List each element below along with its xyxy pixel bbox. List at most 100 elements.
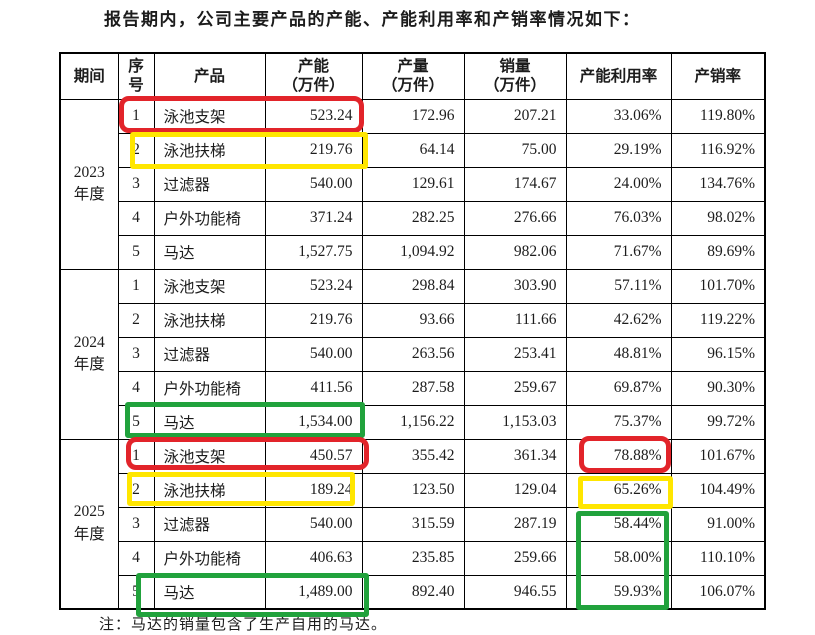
table-row: 4 户外功能椅 371.24 282.25 276.66 76.03% 98.0… xyxy=(60,200,766,236)
cell-output: 263.56 xyxy=(361,336,465,372)
cell-product: 马达 xyxy=(153,574,266,610)
cell-output: 315.59 xyxy=(361,506,465,542)
cell-no: 5 xyxy=(117,404,155,440)
cell-sales: 75.00 xyxy=(463,132,567,168)
cell-no: 1 xyxy=(117,268,155,304)
cell-sales: 207.21 xyxy=(463,98,567,134)
table-row: 4 户外功能椅 406.63 235.85 259.66 58.00% 110.… xyxy=(60,540,766,576)
cell-capacity: 1,527.75 xyxy=(264,234,363,270)
cell-utilization: 76.03% xyxy=(565,200,672,236)
col-header-no: 序号 xyxy=(117,52,155,100)
cell-capacity: 1,489.00 xyxy=(264,574,363,610)
table-row: 2 泳池扶梯 189.24 123.50 129.04 65.26% 104.4… xyxy=(60,472,766,508)
col-header-capacity: 产能 （万件） xyxy=(264,52,363,100)
cell-capacity: 1,534.00 xyxy=(264,404,363,440)
cell-product: 过滤器 xyxy=(153,506,266,542)
cell-product: 泳池支架 xyxy=(153,98,266,134)
cell-capacity: 450.57 xyxy=(264,438,363,474)
cell-no: 1 xyxy=(117,98,155,134)
cell-output: 235.85 xyxy=(361,540,465,576)
cell-utilization: 58.44% xyxy=(565,506,672,542)
cell-utilization: 42.62% xyxy=(565,302,672,338)
cell-utilization: 69.87% xyxy=(565,370,672,406)
cell-sales: 129.04 xyxy=(463,472,567,508)
cell-product: 泳池扶梯 xyxy=(153,472,266,508)
cell-sales: 303.90 xyxy=(463,268,567,304)
cell-sales: 287.19 xyxy=(463,506,567,542)
cell-output: 1,094.92 xyxy=(361,234,465,270)
cell-sales: 174.67 xyxy=(463,166,567,202)
col-header-period: 期间 xyxy=(59,52,119,100)
cell-utilization: 75.37% xyxy=(565,404,672,440)
table-row: 5 马达 1,489.00 892.40 946.55 59.93% 106.0… xyxy=(60,574,766,610)
cell-ratio: 99.72% xyxy=(670,404,766,440)
cell-sales: 982.06 xyxy=(463,234,567,270)
cell-sales: 946.55 xyxy=(463,574,567,610)
cell-product: 户外功能椅 xyxy=(153,540,266,576)
cell-utilization: 33.06% xyxy=(565,98,672,134)
cell-capacity: 540.00 xyxy=(264,166,363,202)
table-row: 2 泳池扶梯 219.76 64.14 75.00 29.19% 116.92% xyxy=(60,132,766,168)
table-row: 5 马达 1,534.00 1,156.22 1,153.03 75.37% 9… xyxy=(60,404,766,440)
cell-product: 过滤器 xyxy=(153,166,266,202)
cell-product: 过滤器 xyxy=(153,336,266,372)
cell-output: 355.42 xyxy=(361,438,465,474)
cell-no: 4 xyxy=(117,200,155,236)
cell-utilization: 58.00% xyxy=(565,540,672,576)
cell-ratio: 98.02% xyxy=(670,200,766,236)
cell-sales: 1,153.03 xyxy=(463,404,567,440)
table-row: 2023 年度 1 泳池支架 523.24 172.96 207.21 33.06… xyxy=(59,98,766,270)
cell-no: 2 xyxy=(117,302,155,338)
table-row: 2 泳池扶梯 219.76 93.66 111.66 42.62% 119.22… xyxy=(60,302,766,338)
cell-no: 3 xyxy=(117,166,155,202)
table-row: 3 过滤器 540.00 263.56 253.41 48.81% 96.15% xyxy=(60,336,766,372)
cell-capacity: 189.24 xyxy=(264,472,363,508)
cell-utilization: 78.88% xyxy=(565,438,672,474)
cell-ratio: 119.22% xyxy=(670,302,766,338)
cell-utilization: 24.00% xyxy=(565,166,672,202)
header-row: 期间 序号 产品 产能 （万件） 产量 （万件） 销量 （万件） 产能利用率 产销率 xyxy=(59,52,766,100)
cell-capacity: 219.76 xyxy=(264,302,363,338)
table-row: 4 户外功能椅 411.56 287.58 259.67 69.87% 90.3… xyxy=(60,370,766,406)
cell-ratio: 116.92% xyxy=(670,132,766,168)
cell-no: 3 xyxy=(117,506,155,542)
intro-text: 报告期内，公司主要产品的产能、产能利用率和产销率情况如下： xyxy=(104,10,641,29)
cell-utilization: 48.81% xyxy=(565,336,672,372)
cell-product: 马达 xyxy=(153,404,266,440)
col-header-sales: 销量 （万件） xyxy=(463,52,567,100)
cell-ratio: 101.67% xyxy=(670,438,766,474)
col-header-ratio: 产销率 xyxy=(670,52,766,100)
cell-product: 马达 xyxy=(153,234,266,270)
cell-capacity: 523.24 xyxy=(264,268,363,304)
cell-ratio: 104.49% xyxy=(670,472,766,508)
cell-ratio: 119.80% xyxy=(670,98,766,134)
table-row: 2024 年度 1 泳池支架 523.24 298.84 303.90 57.11… xyxy=(59,268,766,440)
cell-sales: 276.66 xyxy=(463,200,567,236)
cell-capacity: 540.00 xyxy=(264,506,363,542)
cell-output: 298.84 xyxy=(361,268,465,304)
cell-no: 4 xyxy=(117,540,155,576)
capacity-utilization-table: 期间 序号 产品 产能 （万件） 产量 （万件） 销量 （万件） 产能利用率 产销率 … xyxy=(59,52,766,610)
cell-output: 287.58 xyxy=(361,370,465,406)
cell-output: 1,156.22 xyxy=(361,404,465,440)
period-cell-2023: 2023 年度 xyxy=(59,98,119,270)
cell-no: 2 xyxy=(117,472,155,508)
cell-no: 3 xyxy=(117,336,155,372)
cell-output: 123.50 xyxy=(361,472,465,508)
cell-output: 129.61 xyxy=(361,166,465,202)
cell-output: 172.96 xyxy=(361,98,465,134)
cell-no: 5 xyxy=(117,574,155,610)
cell-capacity: 406.63 xyxy=(264,540,363,576)
table-row: 5 马达 1,527.75 1,094.92 982.06 71.67% 89.… xyxy=(60,234,766,270)
cell-ratio: 91.00% xyxy=(670,506,766,542)
cell-capacity: 371.24 xyxy=(264,200,363,236)
cell-utilization: 59.93% xyxy=(565,574,672,610)
cell-sales: 361.34 xyxy=(463,438,567,474)
cell-ratio: 110.10% xyxy=(670,540,766,576)
cell-ratio: 101.70% xyxy=(670,268,766,304)
cell-output: 64.14 xyxy=(361,132,465,168)
cell-product: 泳池扶梯 xyxy=(153,302,266,338)
table-row: 3 过滤器 540.00 129.61 174.67 24.00% 134.76… xyxy=(60,166,766,202)
col-header-product: 产品 xyxy=(153,52,266,100)
